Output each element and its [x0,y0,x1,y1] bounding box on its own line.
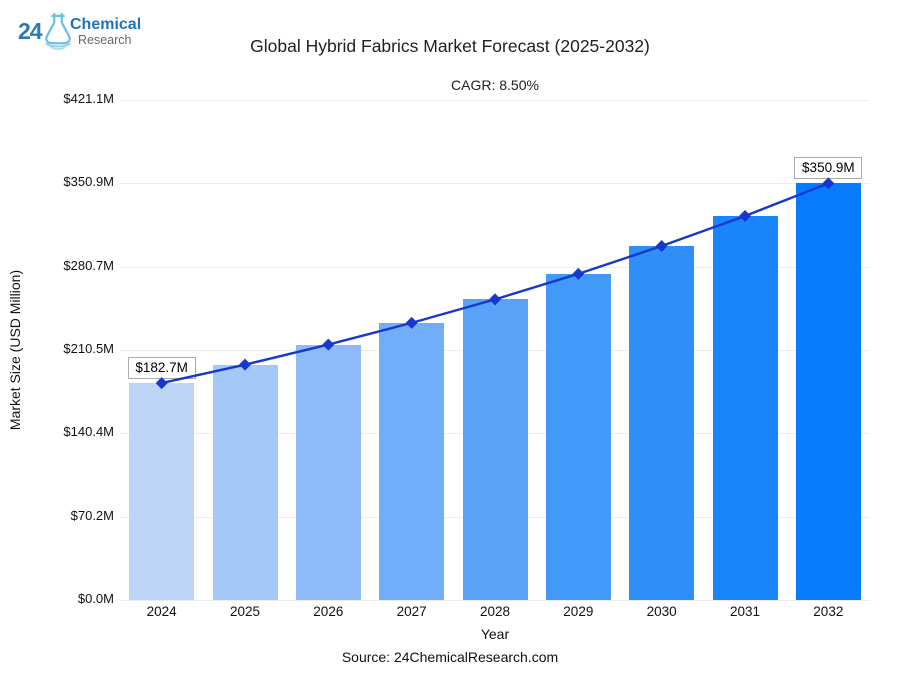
bar-2032 [795,183,861,600]
line-marker-2032 [822,177,835,190]
plot-area [120,100,870,601]
x-axis-title: Year [480,626,510,642]
chart-subtitle: CAGR: 8.50% [451,77,539,93]
gridline [120,100,870,101]
x-tick-label: 2025 [229,604,261,619]
bar-2028 [462,299,528,600]
gridline [120,266,870,268]
x-tick-label: 2027 [396,604,427,619]
bar-2024 [129,383,195,600]
y-axis-ticks: $0.0M $70.2M $140.4M $210.5M $280.7M $350.9M $… [0,91,114,606]
x-axis-ticks: 2024 2025 2026 2027 2028 2029 2030 2031 2032 [120,604,870,624]
bar-2030 [629,246,695,600]
bar-2025 [212,364,278,600]
trend-line-svg [155,177,835,390]
y-tick-label: $140.4M [63,424,114,440]
line-marker-2025 [239,358,251,371]
line-marker-2026 [322,338,335,351]
logo-text-research: Research [78,33,132,47]
line-marker-2031 [739,210,751,223]
x-tick-label: 2031 [729,604,761,619]
logo: 24 Chemical Research [18,8,168,54]
x-tick-label: 2029 [563,604,594,619]
x-tick-label: 2028 [479,604,511,619]
gridline [120,183,870,185]
y-tick-label: $421.1M [63,91,114,106]
x-tick-label: 2024 [146,604,177,619]
y-tick-label: $210.5M [63,341,114,357]
logo-number: 24 [18,18,43,44]
gridline [120,600,870,601]
source-text: Source: 24ChemicalResearch.com [341,649,559,665]
y-tick-label: $280.7M [63,257,114,273]
x-tick-label: 2026 [313,604,344,619]
logo-text-chemical: Chemical [70,16,142,33]
data-label-2024: $182.7M [127,357,196,380]
trend-line [161,182,829,385]
chart-title: Global Hybrid Fabrics Market Forecast (2… [250,36,650,56]
x-tick-label: 2032 [813,604,844,619]
line-marker-2028 [489,293,501,306]
bar-2029 [545,273,611,600]
bar-2026 [295,344,361,600]
y-tick-label: $0.0M [77,591,114,606]
line-marker-2030 [655,240,668,253]
line-marker-2024 [155,377,168,390]
y-tick-label: $350.9M [63,174,114,190]
y-tick-label: $70.2M [70,507,114,523]
x-tick-label: 2030 [646,604,677,619]
bar-2031 [712,216,778,600]
bar-2027 [379,322,445,600]
line-marker-2027 [405,316,418,329]
flask-icon [42,10,74,57]
line-marker-2029 [572,267,585,280]
